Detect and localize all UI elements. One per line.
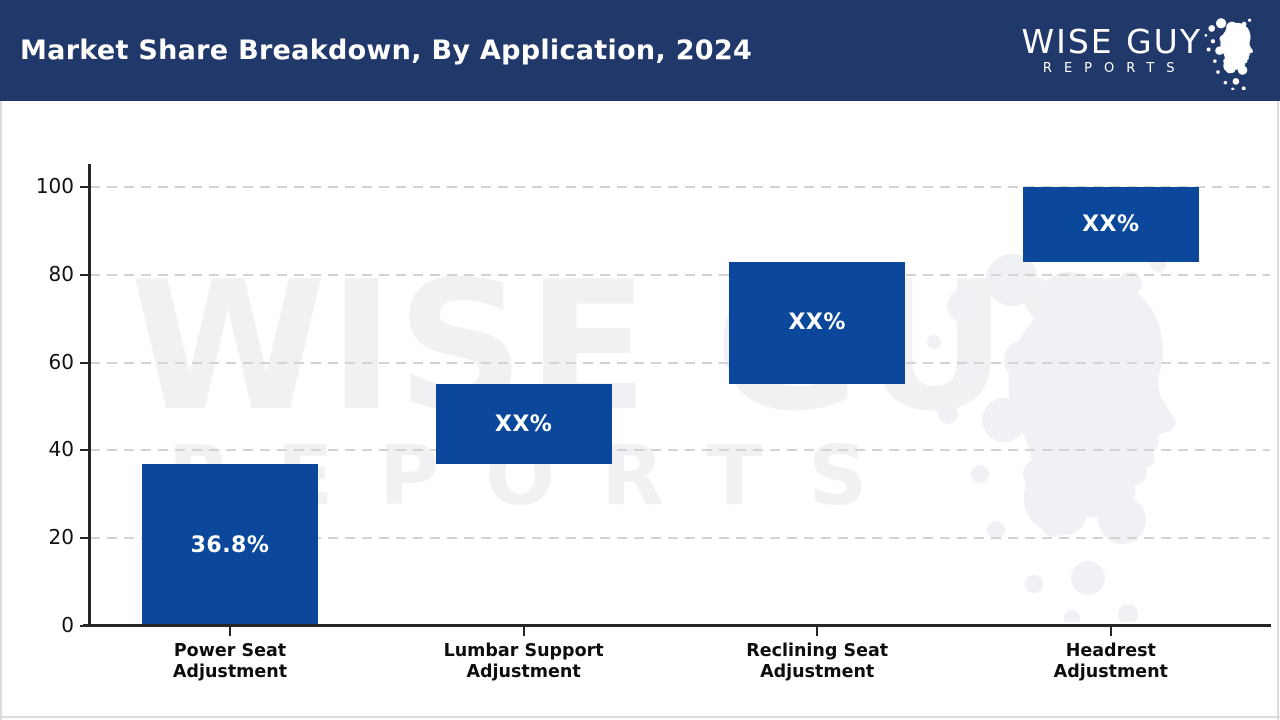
logo-subtitle: REPORTS — [1042, 60, 1187, 76]
y-gridline — [90, 449, 1270, 452]
bar-value-label: XX% — [494, 411, 553, 437]
bar-segment: XX% — [435, 383, 612, 465]
x-category-line1: Headrest — [1065, 641, 1156, 661]
y-axis-tick-label: 60 — [48, 349, 74, 374]
bar-segment: XX% — [729, 262, 906, 384]
y-axis-tick — [80, 537, 89, 540]
bar-value-label: XX% — [1082, 212, 1140, 238]
bar-segment: XX% — [1022, 187, 1199, 263]
y-axis-tick-label: 20 — [48, 525, 74, 550]
y-axis-tick — [80, 186, 89, 188]
y-axis-tick — [80, 625, 89, 627]
x-category-label: Headrest Adjustment — [996, 641, 1226, 683]
page-border-left — [0, 101, 2, 720]
x-category-line2: Adjustment — [1053, 662, 1168, 682]
y-gridline — [90, 537, 1270, 540]
x-category-line1: Lumbar Support — [443, 641, 604, 661]
y-axis-tick-label: 0 — [61, 613, 74, 637]
wise-guy-logo: WISE GUY REPORTS — [1021, 12, 1258, 90]
y-axis-tick — [80, 449, 89, 452]
x-category-line1: Reclining Seat — [746, 641, 889, 661]
y-gridline — [90, 186, 1270, 188]
x-category-line2: Adjustment — [466, 662, 581, 682]
x-axis-tick — [229, 627, 231, 636]
x-category-line2: Adjustment — [172, 662, 288, 682]
x-axis-line — [83, 624, 1271, 627]
bar-value-label: 36.8% — [190, 532, 270, 558]
y-axis-line — [88, 164, 91, 627]
watermark-face-icon — [927, 254, 1176, 622]
bar-segment: 36.8% — [142, 464, 318, 626]
y-gridline — [90, 361, 1270, 364]
header-bar: Market Share Breakdown, By Application, … — [0, 0, 1280, 101]
x-axis-tick — [1109, 627, 1112, 636]
y-axis-tick-label: 80 — [48, 261, 74, 286]
y-axis-tick-label: 40 — [48, 437, 74, 462]
page-title: Market Share Breakdown, By Application, … — [20, 35, 753, 66]
x-category-label: Lumbar Support Adjustment — [409, 641, 639, 683]
logo-wordmark: WISE GUY — [1021, 22, 1202, 62]
x-axis-tick — [816, 627, 819, 636]
logo-face-icon — [1204, 17, 1253, 90]
x-category-line1: Power Seat — [173, 641, 287, 661]
watermark-wordmark: WISE GUY — [130, 243, 1140, 450]
x-category-label: Power Seat Adjustment — [115, 641, 345, 683]
x-axis-tick — [522, 627, 525, 636]
y-gridline — [90, 273, 1270, 276]
bar-value-label: XX% — [788, 310, 846, 336]
page-border-bottom — [0, 716, 1280, 718]
logo-wordmark-group: WISE GUY REPORTS — [1021, 25, 1202, 76]
y-axis-tick — [80, 273, 89, 276]
page-border-right — [1277, 101, 1279, 720]
x-category-label: Reclining Seat Adjustment — [702, 641, 932, 683]
y-axis-tick-label: 100 — [35, 174, 74, 198]
y-axis-tick — [80, 361, 89, 364]
x-category-line2: Adjustment — [760, 662, 875, 682]
